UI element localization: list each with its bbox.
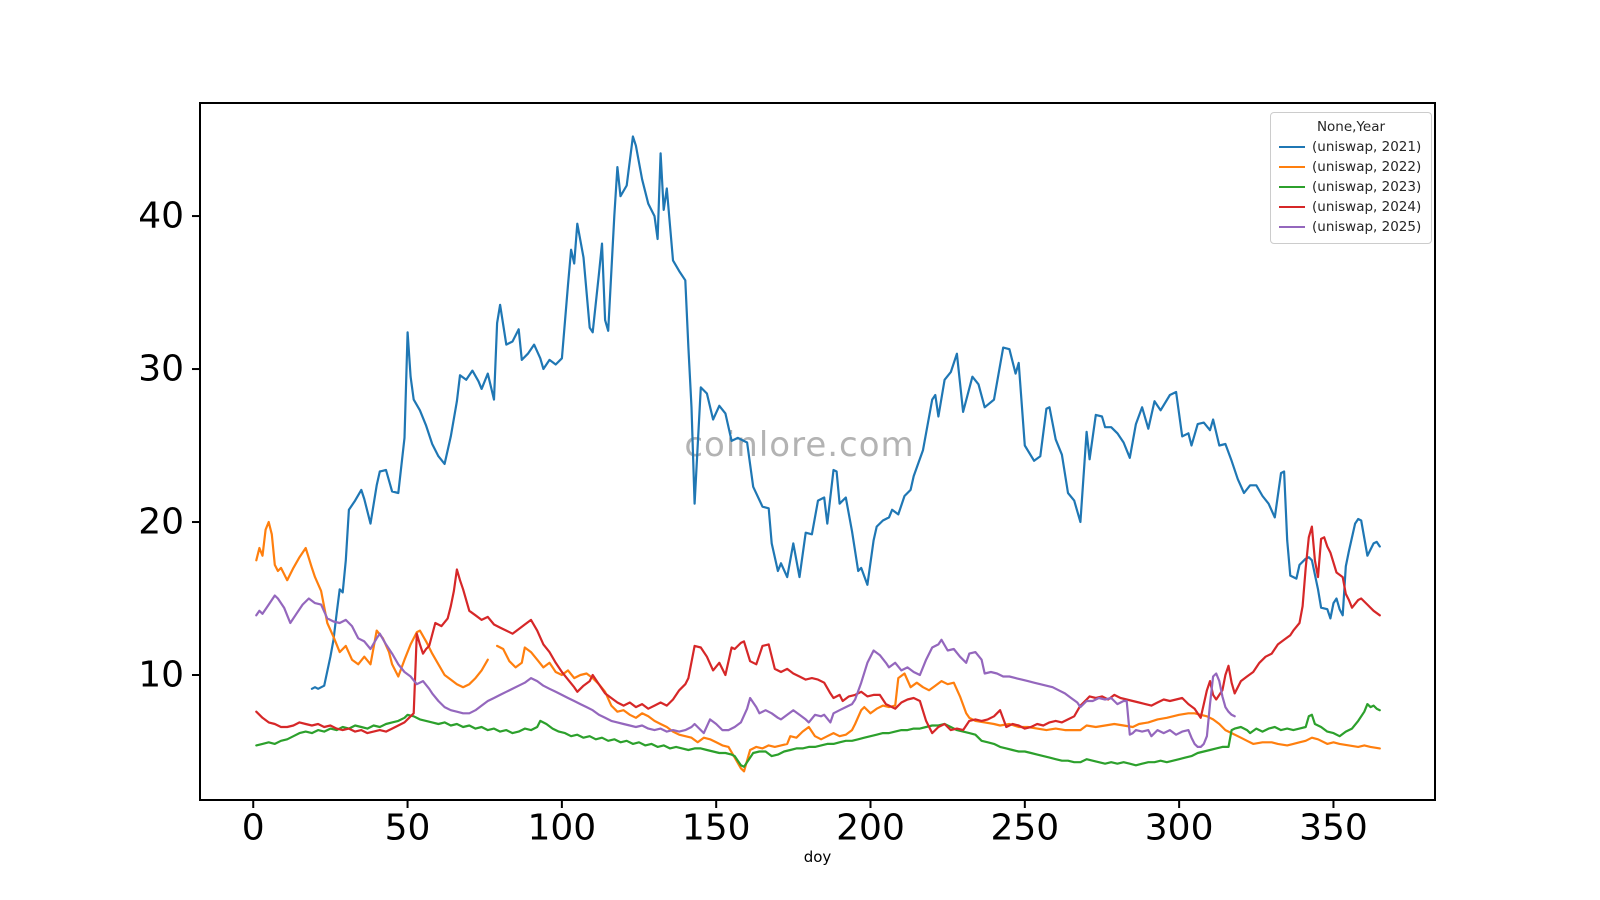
legend-entry-2025: (uniswap, 2025) [1279,217,1423,237]
legend-entry-2021: (uniswap, 2021) [1279,137,1423,157]
legend-entry-2024: (uniswap, 2024) [1279,197,1423,217]
x-tick-label: 100 [528,808,597,849]
legend-entry-2023: (uniswap, 2023) [1279,177,1423,197]
legend-entry-label: (uniswap, 2024) [1312,199,1422,215]
legend-line-swatch [1279,146,1305,148]
legend-entry-label: (uniswap, 2023) [1312,179,1422,195]
legend-entry-label: (uniswap, 2021) [1312,139,1422,155]
x-tick-label: 350 [1299,808,1368,849]
watermark: coinlore.com [684,425,914,465]
x-tick-label: 300 [1145,808,1214,849]
legend-entry-label: (uniswap, 2022) [1312,159,1422,175]
series-line-uniswap-2025 [255,594,1236,748]
legend-entry-2022: (uniswap, 2022) [1279,157,1423,177]
x-axis-label: doy [804,848,832,866]
y-tick-label: 30 [138,349,184,390]
y-tick-label: 40 [138,196,184,237]
plot-frame [199,102,1436,801]
legend-entry-label: (uniswap, 2025) [1312,219,1422,235]
legend-title: None,Year [1316,119,1386,135]
y-tick-label: 20 [138,502,184,543]
series-line-uniswap-2021 [310,135,1381,690]
x-tick-label: 200 [836,808,905,849]
legend-box: None,Year (uniswap, 2021) (uniswap, 2022)… [1270,112,1432,244]
series-line-uniswap-2023 [255,703,1381,768]
series-line-uniswap-2022 [255,520,1381,773]
x-tick-label: 250 [990,808,1059,849]
x-tick-label: 0 [242,808,265,849]
series-line-uniswap-2024 [255,525,1381,735]
x-tick-label: 150 [682,808,751,849]
x-tick-label: 50 [385,808,431,849]
y-tick-label: 10 [138,655,184,696]
legend-line-swatch [1279,226,1305,228]
legend-line-swatch [1279,186,1305,188]
legend-line-swatch [1279,206,1305,208]
legend-line-swatch [1279,166,1305,168]
